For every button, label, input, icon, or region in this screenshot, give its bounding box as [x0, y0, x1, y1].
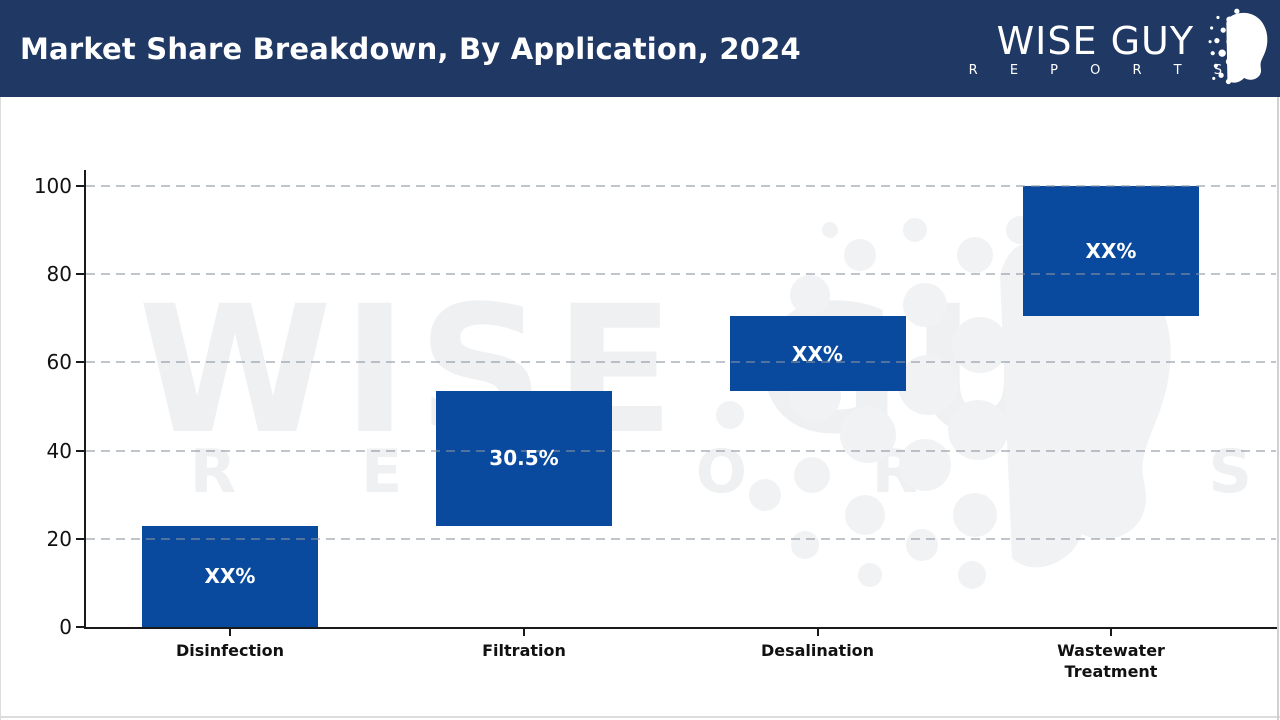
page-bottom-rule [0, 716, 1280, 718]
y-tick-label-80: 80 [46, 262, 72, 287]
bar-value-label-filtration: 30.5% [489, 446, 559, 471]
y-tick-80 [76, 273, 84, 276]
chart-title: Market Share Breakdown, By Application, … [20, 31, 801, 66]
logo-text: WISE GUY R E P O R T S [969, 21, 1222, 78]
gridline-60 [86, 361, 1276, 364]
gridline-40 [86, 449, 1276, 452]
x-tick-filtration [523, 629, 525, 636]
bar-desalination [729, 316, 906, 392]
x-tick-wastewater-treatment [1110, 629, 1112, 636]
watermark-face-icon [716, 216, 1171, 589]
bar-disinfection [142, 525, 318, 627]
y-tick-0 [76, 626, 84, 628]
bar-value-label-desalination: XX% [792, 341, 843, 366]
y-tick-label-60: 60 [46, 350, 72, 375]
x-axis-line [84, 627, 1277, 629]
page-right-rule [1277, 97, 1279, 720]
bar-wastewater-treatment [1023, 186, 1199, 317]
y-tick-label-0: 0 [59, 615, 72, 639]
bar-value-label-wastewater-treatment: XX% [1085, 239, 1137, 264]
logo-subtitle: R E P O R T S [968, 62, 1236, 78]
bar-value-label-disinfection: XX% [204, 564, 256, 589]
y-axis-line [84, 170, 86, 627]
x-category-label-desalination: Desalination [760, 641, 875, 660]
wise-guy-reports-logo: WISE GUY R E P O R T S [969, 6, 1272, 92]
gridline-80 [86, 273, 1276, 276]
x-category-label-disinfection: Disinfection [176, 641, 284, 660]
y-tick-100 [76, 185, 84, 187]
logo-wordmark: WISE GUY [996, 18, 1195, 63]
y-tick-label-40: 40 [46, 438, 72, 463]
logo-face-icon [1208, 8, 1268, 85]
y-tick-20 [76, 537, 84, 540]
page-left-rule [0, 97, 1, 720]
y-tick-label-100: 100 [33, 174, 72, 198]
gridline-100 [86, 185, 1276, 187]
bar-filtration [436, 391, 612, 526]
x-category-label-filtration: Filtration [482, 641, 566, 660]
y-tick-40 [76, 449, 84, 452]
x-tick-disinfection [229, 629, 231, 636]
y-tick-label-20: 20 [46, 526, 72, 551]
chart-plot-area: WISE GU R E P O R T S Disinfection XX% Fil… [0, 97, 1280, 720]
header-band: Market Share Breakdown, By Application, … [0, 0, 1280, 97]
y-tick-60 [76, 361, 84, 364]
gridline-20 [86, 537, 1276, 540]
x-category-label-wastewater-treatment: Wastewater Treatment [1057, 641, 1165, 681]
x-tick-desalination [816, 629, 819, 636]
